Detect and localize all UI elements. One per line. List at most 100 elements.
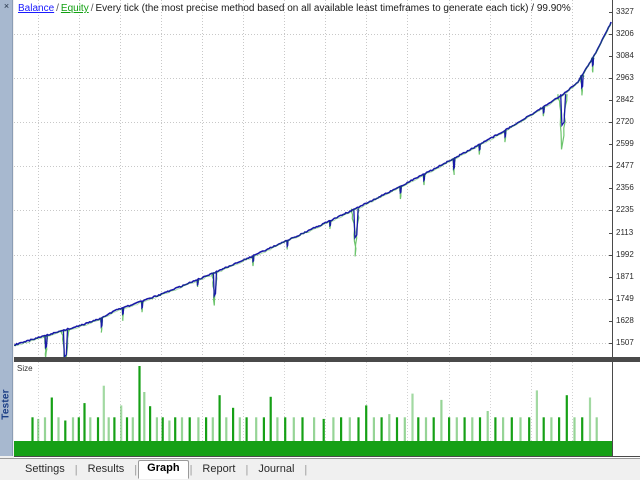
size-bar — [388, 414, 391, 456]
size-bar — [502, 417, 505, 456]
size-bar — [380, 417, 383, 456]
tab-separator: | — [134, 464, 138, 476]
size-bar — [424, 417, 428, 456]
size-bar — [313, 417, 316, 456]
vertical-gridline — [243, 0, 245, 357]
tab-separator: | — [189, 464, 193, 476]
size-bar — [31, 417, 34, 456]
vertical-gridline — [448, 0, 450, 357]
tester-tabs: Settings | Results | Graph | Report | Journal | — [16, 460, 308, 480]
size-plot-area[interactable] — [14, 362, 612, 456]
tab-journal[interactable]: Journal — [258, 463, 295, 475]
legend-balance-link[interactable]: Balance — [18, 3, 55, 14]
tab-results[interactable]: Results — [87, 463, 125, 475]
panel-divider — [14, 357, 640, 362]
size-bar — [83, 403, 86, 456]
size-bar — [120, 405, 123, 456]
vertical-gridline — [78, 362, 80, 456]
price-tick-mark — [609, 144, 613, 146]
horizontal-gridline — [14, 254, 612, 256]
close-icon[interactable]: × — [3, 1, 10, 11]
price-tick-mark — [609, 298, 613, 300]
price-tick-label: 3206 — [616, 29, 634, 39]
tab-report[interactable]: Report — [202, 463, 236, 475]
size-bar — [71, 417, 75, 456]
size-bar — [131, 417, 134, 456]
equity-balance-curves — [14, 0, 612, 357]
price-tick-label: 2599 — [616, 139, 634, 149]
price-tick-mark — [609, 100, 613, 102]
price-tick-mark — [609, 78, 613, 80]
size-bar — [262, 417, 265, 456]
size-bar — [284, 417, 287, 456]
price-tick-mark — [609, 122, 613, 124]
tab-separator: | — [304, 464, 308, 476]
vertical-gridline — [243, 362, 245, 456]
size-bar — [588, 397, 592, 456]
equity-plot-area[interactable] — [14, 0, 612, 357]
size-bar — [155, 417, 158, 456]
size-bar — [510, 417, 513, 456]
vertical-gridline — [325, 362, 327, 456]
horizontal-gridline — [14, 34, 612, 36]
chart-legend: Balance / Equity / Every tick (the most prec… — [18, 3, 571, 15]
horizontal-gridline — [14, 342, 612, 344]
horizontal-gridline — [14, 210, 612, 212]
price-tick-mark — [609, 232, 613, 234]
price-tick-label: 1871 — [616, 271, 634, 281]
tab-settings[interactable]: Settings — [25, 463, 65, 475]
size-bar — [322, 418, 325, 456]
size-baseline-band — [14, 441, 612, 456]
size-bar — [528, 417, 531, 456]
size-bar — [211, 417, 214, 456]
price-tick-label: 2235 — [616, 205, 634, 215]
size-bar — [138, 366, 141, 456]
size-bar — [292, 417, 295, 456]
size-bar — [232, 407, 235, 456]
price-tick-label: 1749 — [616, 293, 634, 303]
size-bar — [245, 417, 248, 456]
size-bar — [432, 417, 435, 456]
size-bar — [463, 417, 466, 456]
vertical-gridline — [489, 362, 491, 456]
tab-separator: | — [245, 464, 249, 476]
size-bar — [174, 417, 177, 456]
size-bar — [519, 417, 522, 456]
price-tick-label: 2720 — [616, 117, 634, 127]
size-bar — [348, 417, 351, 456]
vertical-gridline — [530, 362, 532, 456]
size-chart-panel[interactable]: Size — [14, 362, 640, 456]
price-tick-mark — [609, 34, 613, 36]
size-bar — [565, 395, 568, 456]
size-bar — [478, 417, 482, 456]
horizontal-gridline — [14, 78, 612, 80]
price-tick-mark — [609, 56, 613, 58]
price-tick-mark — [609, 254, 613, 256]
equity-chart-panel[interactable]: 3327 3206 3084 2963 2842 2720 2599 2477 2356 2235… — [14, 0, 640, 368]
price-tick-label: 2963 — [616, 73, 634, 83]
size-bar — [440, 399, 443, 456]
legend-equity-link[interactable]: Equity — [60, 3, 89, 14]
size-bar — [225, 417, 228, 456]
vertical-gridline — [201, 362, 203, 456]
size-bar — [89, 417, 92, 456]
vertical-gridline — [530, 0, 532, 357]
tab-graph[interactable]: Graph — [138, 460, 189, 479]
size-bar — [180, 417, 184, 456]
vertical-gridline — [160, 362, 162, 456]
size-bar — [448, 417, 451, 456]
size-bar — [486, 411, 489, 456]
size-bar — [107, 417, 110, 456]
size-bar — [143, 392, 146, 456]
size-bar — [276, 417, 279, 456]
vertical-gridline — [366, 0, 368, 357]
size-bar — [218, 395, 221, 456]
size-bar — [57, 417, 60, 456]
size-bar — [161, 417, 164, 456]
price-tick-mark — [609, 166, 613, 168]
vertical-gridline — [119, 0, 121, 357]
size-axis — [612, 362, 640, 456]
price-tick-mark — [609, 342, 613, 344]
tab-separator: | — [74, 464, 78, 476]
size-bar — [542, 417, 545, 456]
